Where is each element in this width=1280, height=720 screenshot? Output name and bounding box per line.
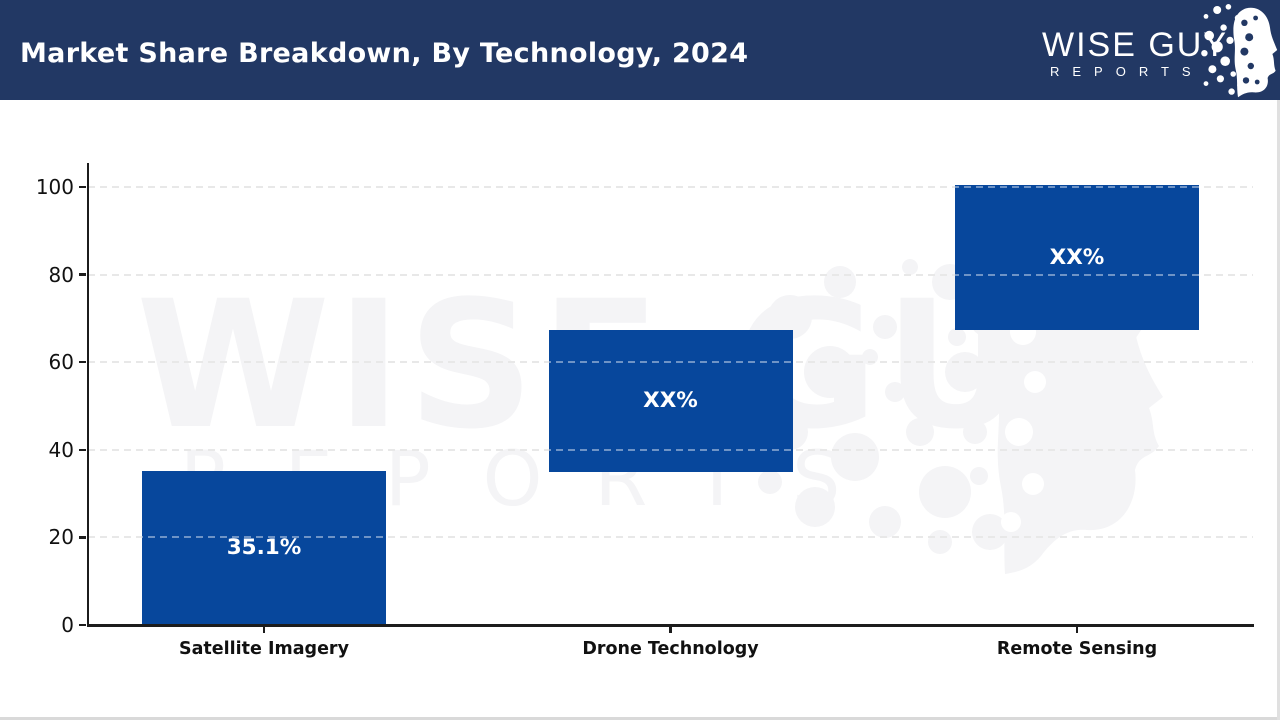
gridline-overlay: [88, 448, 1253, 451]
bar-segment: [142, 471, 386, 625]
chart-title: Market Share Breakdown, By Technology, 2…: [20, 38, 749, 69]
y-tick-label: 100: [35, 175, 74, 199]
y-tick-mark: [79, 536, 86, 539]
gridline-overlay: [88, 361, 1253, 364]
bar-value-label: XX%: [643, 388, 698, 414]
x-category-label: Drone Technology: [582, 639, 759, 659]
y-tick-label: 60: [48, 350, 74, 375]
header: Market Share Breakdown, By Technology, 2…: [0, 0, 1280, 100]
y-tick-label: 40: [48, 437, 74, 462]
page-bottom-border: [0, 717, 1280, 720]
gridline: [88, 186, 1253, 188]
bar-value-label: XX%: [1049, 244, 1105, 270]
x-category-label: Satellite Imagery: [179, 639, 349, 659]
x-tick-mark: [262, 626, 266, 633]
gridline-overlay: [88, 186, 1253, 188]
x-tick-mark: [1075, 626, 1079, 633]
bar-segment: [548, 330, 793, 473]
page-right-border: [1277, 100, 1280, 720]
watermark-face-dots-graphic: [755, 245, 1163, 574]
bar-value-label: 35.1%: [226, 535, 302, 561]
y-tick-mark: [79, 273, 86, 276]
y-tick-label: 0: [61, 613, 74, 637]
x-tick-mark: [669, 626, 672, 633]
bar-segment: [955, 185, 1199, 331]
gridline: [88, 536, 1253, 539]
logo-subtext: REPORTS: [1050, 64, 1204, 79]
y-tick-label: 80: [48, 262, 74, 287]
y-axis-line: [86, 163, 89, 626]
face-profile-dots-icon: [1201, 4, 1278, 98]
gridline: [88, 273, 1253, 276]
wiseguy-logo: WISE GUY REPORTS: [1000, 0, 1280, 100]
gridline-overlay: [88, 536, 1253, 539]
y-tick-mark: [79, 185, 86, 189]
y-tick-mark: [79, 360, 86, 364]
y-tick-mark: [79, 448, 86, 452]
x-category-label: Remote Sensing: [996, 639, 1158, 659]
x-axis-line: [86, 623, 1254, 627]
logo-wordmark: WISE GUY: [1042, 26, 1229, 64]
gridline-overlay: [88, 273, 1253, 276]
y-tick-mark: [79, 623, 86, 627]
y-tick-label: 20: [48, 525, 74, 550]
